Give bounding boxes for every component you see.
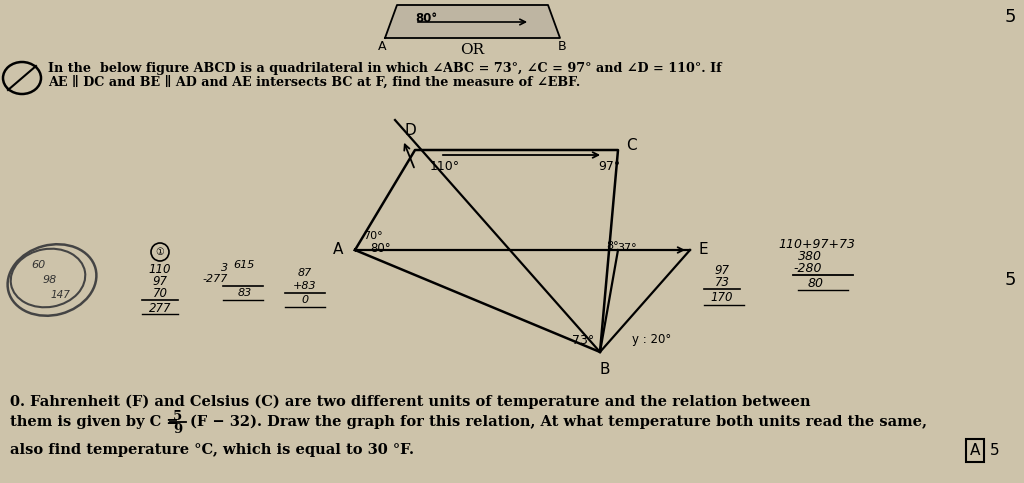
Text: 80: 80 <box>808 277 824 290</box>
Text: B: B <box>600 362 610 377</box>
Text: 615: 615 <box>233 260 254 270</box>
Text: 80°: 80° <box>415 12 437 25</box>
Polygon shape <box>385 5 560 38</box>
Text: 277: 277 <box>148 302 171 315</box>
Text: D: D <box>404 123 416 138</box>
Text: y : 20°: y : 20° <box>632 333 672 346</box>
Text: A: A <box>970 443 980 458</box>
Text: 60: 60 <box>31 260 45 270</box>
Text: 9: 9 <box>173 423 182 436</box>
Text: ①: ① <box>156 247 165 257</box>
Text: -280: -280 <box>793 262 821 275</box>
Text: 97: 97 <box>153 275 168 288</box>
Text: 8°: 8° <box>606 241 618 251</box>
Text: 170: 170 <box>711 291 733 304</box>
Text: 80°: 80° <box>370 242 390 255</box>
Text: them is given by C =: them is given by C = <box>10 415 183 429</box>
Text: C: C <box>626 138 637 153</box>
Text: 97°: 97° <box>598 160 621 173</box>
Text: 73: 73 <box>715 276 729 289</box>
Text: 3: 3 <box>221 263 228 273</box>
Text: 5: 5 <box>1005 8 1016 26</box>
Text: OR: OR <box>460 43 484 57</box>
Text: AE ∥ DC and BE ∥ AD and AE intersects BC at F, find the measure of ∠EBF.: AE ∥ DC and BE ∥ AD and AE intersects BC… <box>48 76 581 89</box>
Text: 5: 5 <box>990 443 999 458</box>
Text: (F − 32). Draw the graph for this relation, At what temperature both units read : (F − 32). Draw the graph for this relati… <box>190 415 927 429</box>
Text: 70°: 70° <box>362 231 383 241</box>
Text: 380: 380 <box>798 250 822 263</box>
Text: also find temperature °C, which is equal to 30 °F.: also find temperature °C, which is equal… <box>10 443 414 457</box>
Text: 37°: 37° <box>617 243 637 253</box>
Text: A: A <box>378 40 386 53</box>
Text: In the  below figure ABCD is a quadrilateral in which ∠ABC = 73°, ∠C = 97° and ∠: In the below figure ABCD is a quadrilate… <box>48 62 722 75</box>
Text: 110+97+73: 110+97+73 <box>778 238 855 251</box>
Text: 110°: 110° <box>430 160 460 173</box>
Text: 98: 98 <box>43 275 57 285</box>
Text: 87: 87 <box>298 268 312 278</box>
Text: 83: 83 <box>238 288 252 298</box>
Text: -277: -277 <box>203 274 228 284</box>
Text: 5: 5 <box>1005 271 1016 289</box>
Text: B: B <box>558 40 566 53</box>
Text: 70: 70 <box>153 287 168 300</box>
Text: 0: 0 <box>301 295 308 305</box>
Text: 73°: 73° <box>572 333 594 346</box>
Text: 97: 97 <box>715 264 729 277</box>
Text: 0. Fahrenheit (F) and Celsius (C) are two different units of temperature and the: 0. Fahrenheit (F) and Celsius (C) are tw… <box>10 395 811 410</box>
Text: A: A <box>333 242 343 257</box>
Text: 147: 147 <box>50 290 70 300</box>
Text: E: E <box>698 242 708 257</box>
Text: 5: 5 <box>173 410 182 423</box>
Text: 110: 110 <box>148 263 171 276</box>
Text: +83: +83 <box>293 281 316 291</box>
